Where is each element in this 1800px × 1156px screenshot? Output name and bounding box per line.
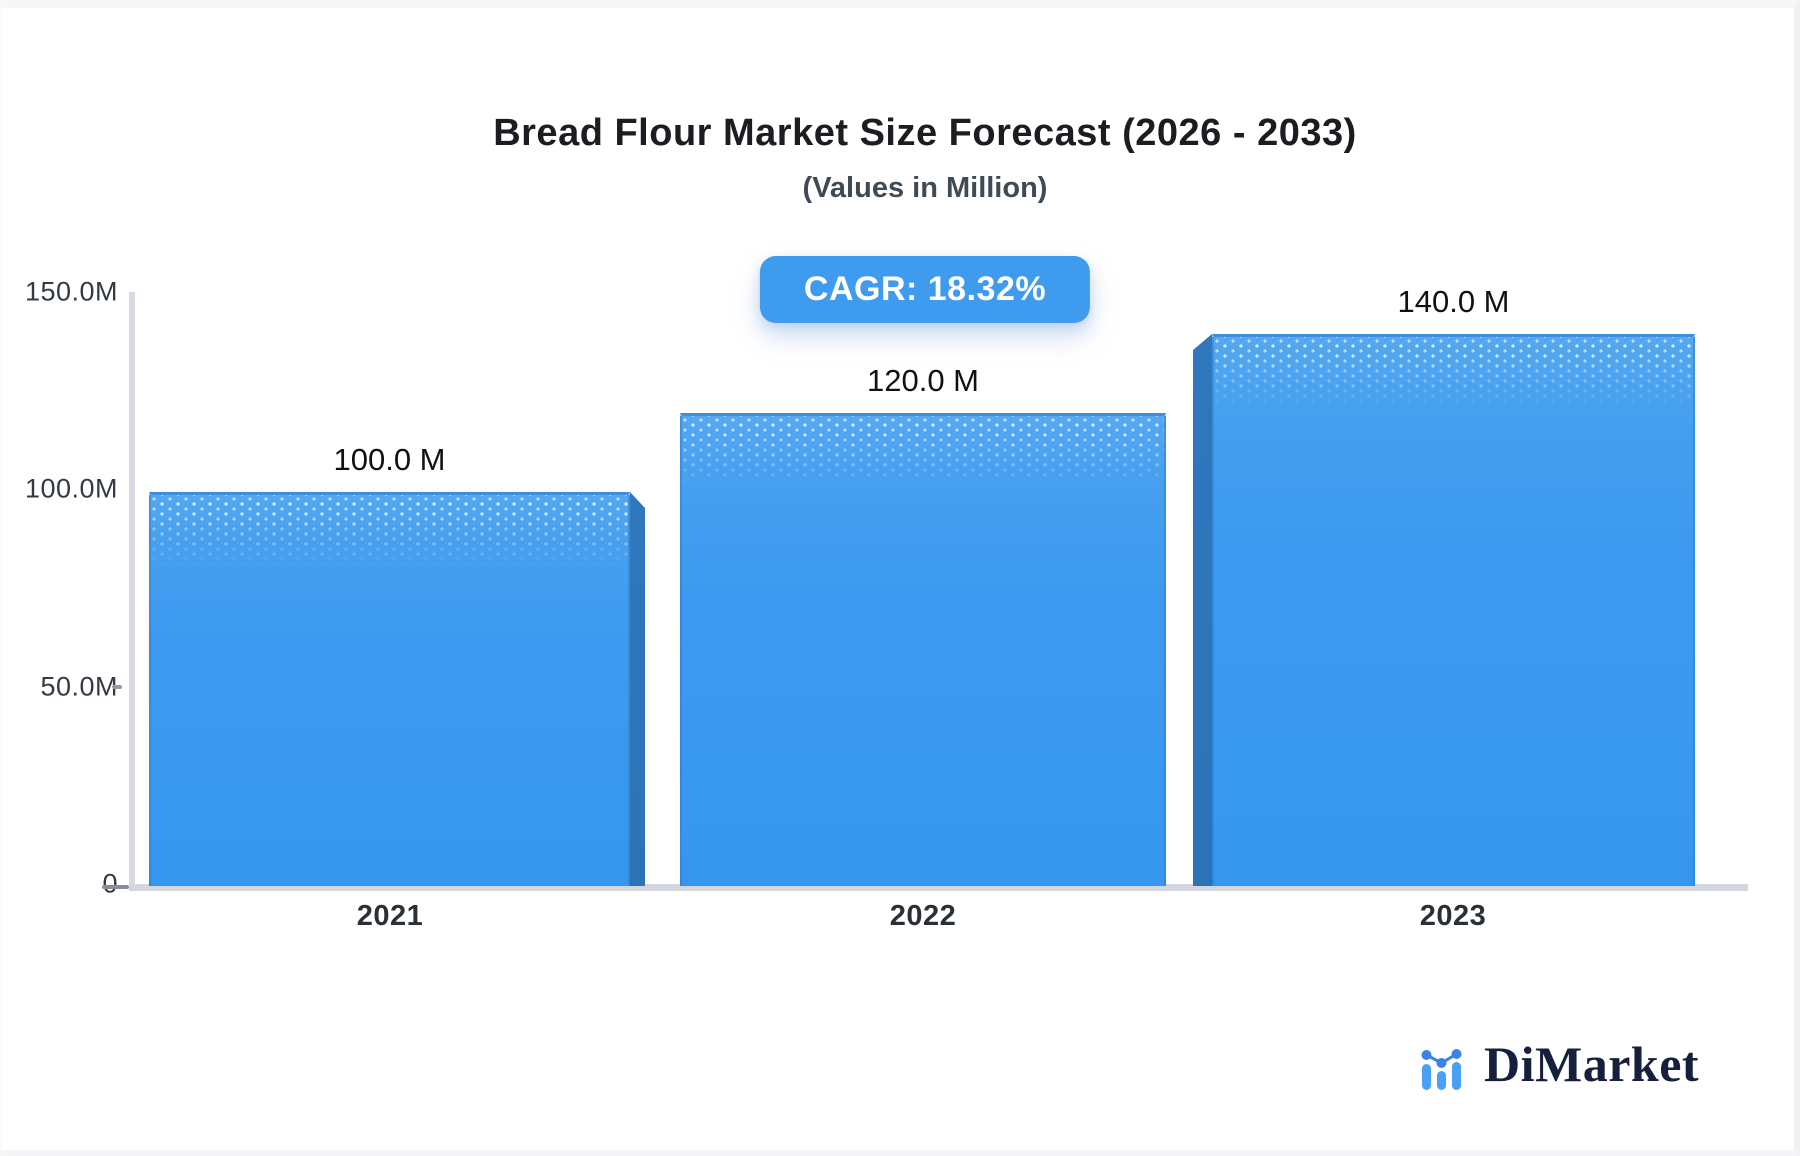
- dimarket-logo: DiMarket: [1420, 1036, 1699, 1092]
- logo-text: DiMarket: [1484, 1036, 1700, 1092]
- bar-value-label-2021: 100.0 M: [333, 442, 446, 477]
- bar-face: [680, 413, 1166, 886]
- y-axis-tick-mark-0: [102, 885, 129, 889]
- y-axis-line: [129, 292, 135, 890]
- bar-3d-side: [630, 492, 645, 886]
- bar-dot-texture: [1214, 337, 1693, 409]
- bar-2023: 140.0 M: [1193, 284, 1695, 886]
- x-axis-label-2023: 2023: [1419, 900, 1487, 932]
- bar-face: [1212, 334, 1695, 886]
- bar-dot-texture: [682, 416, 1164, 488]
- bar-2022: 120.0 M: [680, 363, 1166, 886]
- bar-chart-icon: [1421, 1049, 1462, 1090]
- bar-dot-texture: [151, 495, 628, 567]
- bar-column-2023: [1193, 334, 1695, 886]
- bar-column-2021: [149, 492, 645, 886]
- y-axis-tick-0: 0: [102, 868, 118, 899]
- x-axis-baseline: [129, 884, 1748, 891]
- bar-value-label-2022: 120.0 M: [866, 363, 979, 398]
- y-axis-tick-150: 150.0M: [24, 276, 118, 307]
- bar-face: [149, 492, 630, 886]
- y-axis-tick-50: 50.0M: [40, 671, 118, 702]
- chart-subtitle: (Values in Million): [802, 172, 1048, 204]
- cagr-badge: CAGR: 18.32%: [759, 256, 1091, 323]
- chart-title: Bread Flour Market Size Forecast (2026 -…: [493, 112, 1357, 154]
- y-axis-tick-100: 100.0M: [24, 473, 118, 504]
- bar-value-label-2023: 140.0 M: [1397, 284, 1510, 319]
- x-axis-label-2021: 2021: [356, 900, 424, 932]
- bar-2021: 100.0 M: [149, 442, 645, 886]
- bar-3d-side: [1193, 334, 1212, 886]
- x-axis-label-2022: 2022: [889, 900, 957, 932]
- y-axis-tick-mark-50: [112, 685, 122, 689]
- bar-column-2022: [680, 413, 1166, 886]
